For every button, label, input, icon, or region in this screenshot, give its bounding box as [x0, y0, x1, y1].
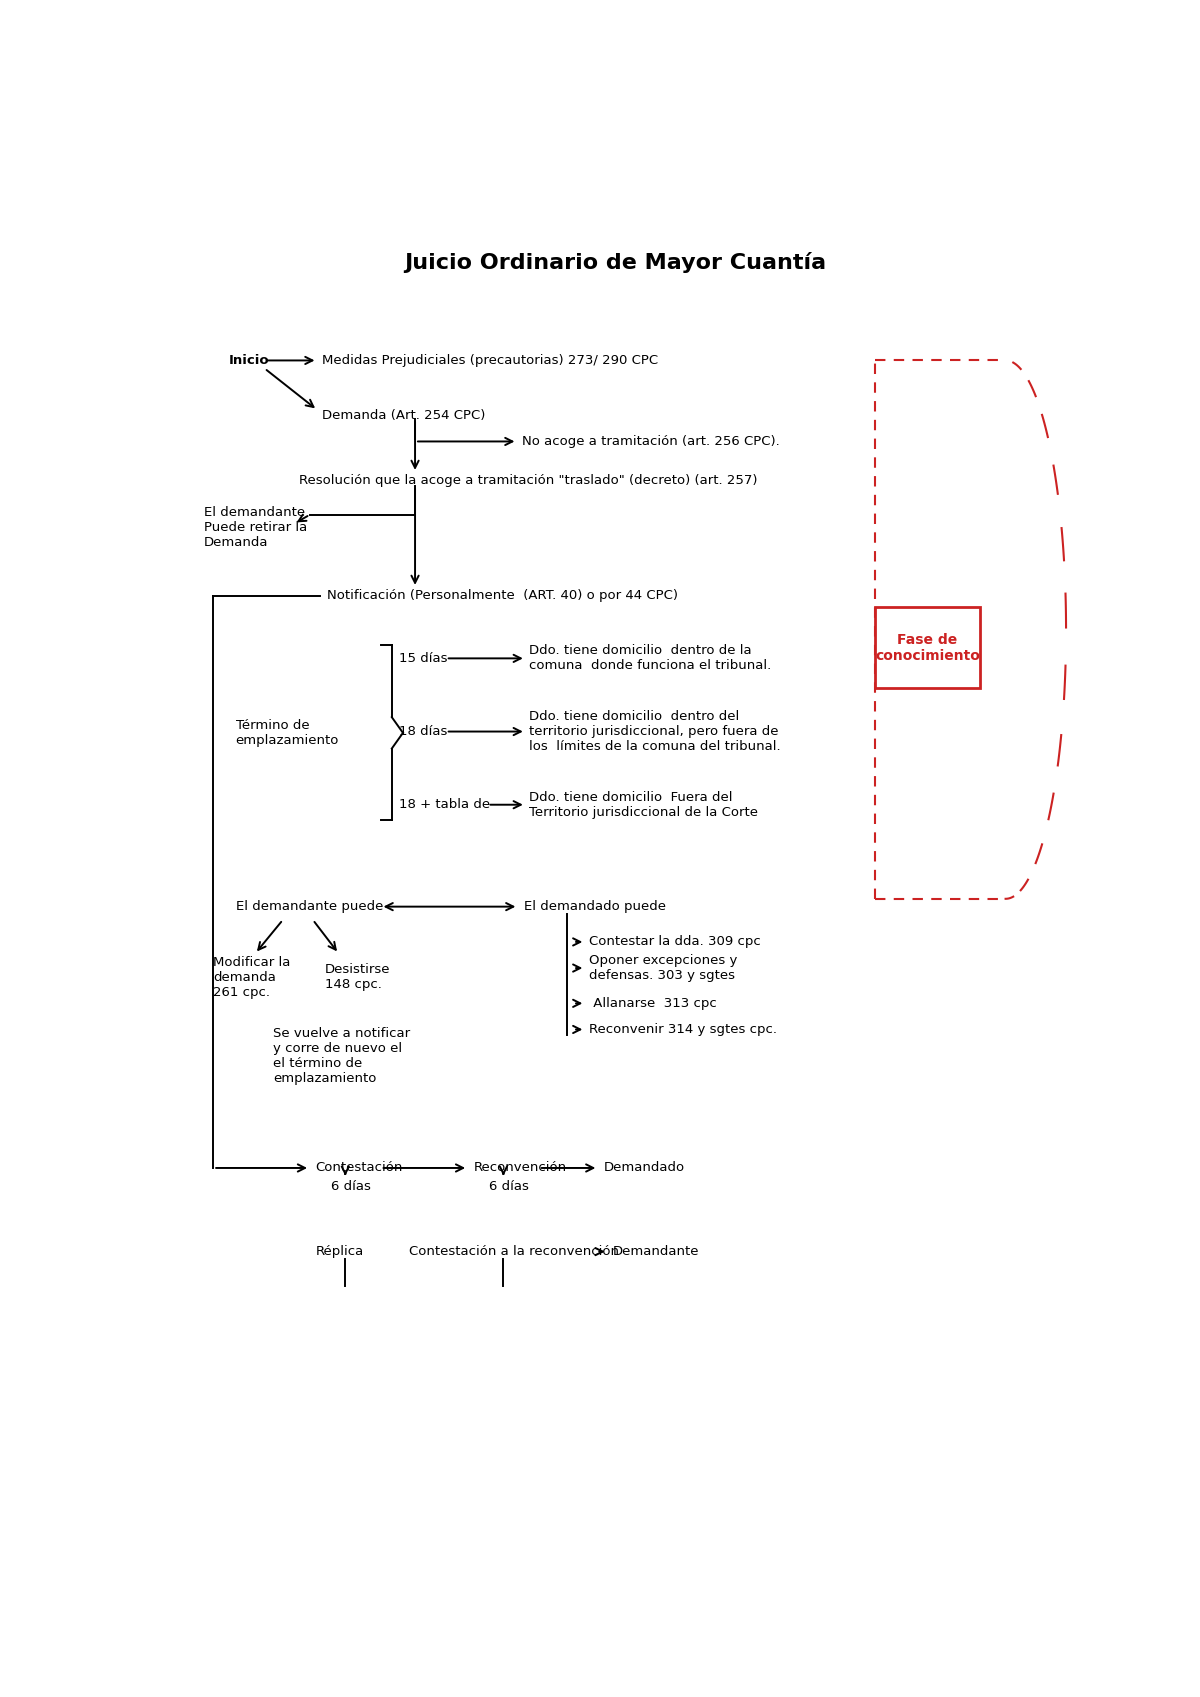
- Text: Medidas Prejudiciales (precautorias) 273/ 290 CPC: Medidas Prejudiciales (precautorias) 273…: [322, 355, 658, 367]
- Text: Contestación a la reconvención: Contestación a la reconvención: [408, 1246, 618, 1257]
- Text: Réplica: Réplica: [316, 1246, 364, 1257]
- Text: Juicio Ordinario de Mayor Cuantía: Juicio Ordinario de Mayor Cuantía: [404, 251, 826, 273]
- Text: El demandado puede: El demandado puede: [524, 899, 666, 913]
- Text: Oponer excepciones y
defensas. 303 y sgtes: Oponer excepciones y defensas. 303 y sgt…: [589, 954, 737, 983]
- Text: 6 días: 6 días: [490, 1179, 529, 1193]
- Text: Demandado: Demandado: [604, 1161, 685, 1174]
- Text: El demandante puede: El demandante puede: [235, 899, 383, 913]
- Text: Demanda (Art. 254 CPC): Demanda (Art. 254 CPC): [322, 409, 486, 423]
- Text: Se vuelve a notificar
y corre de nuevo el
el término de
emplazamiento: Se vuelve a notificar y corre de nuevo e…: [272, 1027, 410, 1084]
- Text: 15 días: 15 días: [400, 652, 448, 665]
- Text: Ddo. tiene domicilio  Fuera del
Territorio jurisdiccional de la Corte: Ddo. tiene domicilio Fuera del Territori…: [529, 791, 758, 818]
- Text: Demandante: Demandante: [613, 1246, 700, 1257]
- Text: Allanarse  313 cpc: Allanarse 313 cpc: [589, 996, 716, 1010]
- Text: Reconvenir 314 y sgtes cpc.: Reconvenir 314 y sgtes cpc.: [589, 1023, 776, 1035]
- Text: Desistirse
148 cpc.: Desistirse 148 cpc.: [325, 964, 390, 991]
- Text: Ddo. tiene domicilio  dentro de la
comuna  donde funciona el tribunal.: Ddo. tiene domicilio dentro de la comuna…: [529, 645, 772, 672]
- Text: Término de
emplazamiento: Término de emplazamiento: [235, 720, 338, 747]
- Text: Notificación (Personalmente  (ART. 40) o por 44 CPC): Notificación (Personalmente (ART. 40) o …: [326, 589, 678, 602]
- Text: No acoge a tramitación (art. 256 CPC).: No acoge a tramitación (art. 256 CPC).: [522, 434, 780, 448]
- Text: Ddo. tiene domicilio  dentro del
territorio jurisdiccional, pero fuera de
los  l: Ddo. tiene domicilio dentro del territor…: [529, 709, 781, 753]
- Text: Contestación: Contestación: [316, 1161, 403, 1174]
- FancyBboxPatch shape: [876, 608, 979, 689]
- Text: Modificar la
demanda
261 cpc.: Modificar la demanda 261 cpc.: [214, 955, 290, 1000]
- Text: Reconvención: Reconvención: [474, 1161, 566, 1174]
- Text: El demandante
Puede retirar la
Demanda: El demandante Puede retirar la Demanda: [204, 506, 307, 550]
- Text: Resolución que la acoge a tramitación "traslado" (decreto) (art. 257): Resolución que la acoge a tramitación "t…: [299, 473, 757, 487]
- Text: 18 + tabla de: 18 + tabla de: [400, 798, 491, 811]
- Text: 6 días: 6 días: [331, 1179, 371, 1193]
- Text: Inicio: Inicio: [229, 355, 270, 367]
- Text: 18 días: 18 días: [400, 725, 448, 738]
- Text: Fase de
conocimiento: Fase de conocimiento: [875, 633, 980, 664]
- Text: Contestar la dda. 309 cpc: Contestar la dda. 309 cpc: [589, 935, 761, 949]
